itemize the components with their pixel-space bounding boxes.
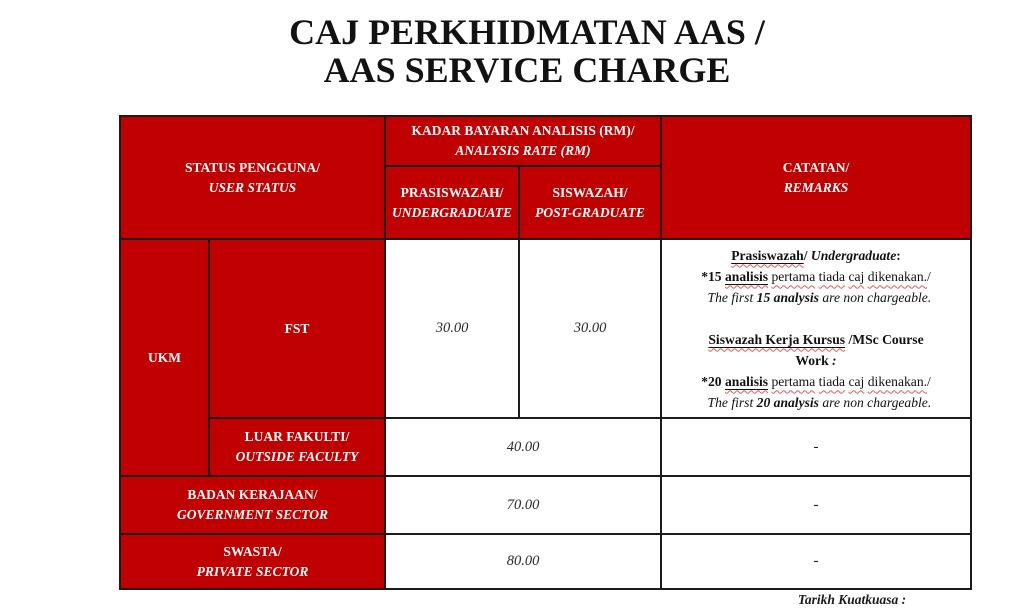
remarks-line: Siswazah Kerja Kursus /MSc Course [708,331,924,347]
cell-fst-remarks: Prasiswazah/ Undergraduate: *15 analisis … [660,238,972,419]
remarks-line [663,308,969,329]
cell-government-line2: GOVERNMENT SECTOR [177,507,328,522]
page-title-line1: CAJ PERKHIDMATAN AAS / [289,12,765,52]
cell-outside-faculty-line1: LUAR FAKULTI/ [244,429,350,444]
remarks-line: *15 analisis pertama tiada caj dikenakan… [701,268,931,284]
remarks-line: Prasiswazah/ Undergraduate: [731,247,901,263]
header-analysis-rate-line1: KADAR BAYARAN ANALISIS (RM)/ [411,123,635,138]
header-postgraduate: SISWAZAH/ POST-GRADUATE [518,165,662,240]
header-remarks-line1: CATATAN/ [782,159,850,175]
remarks-line: The first 20 analysis are non chargeable… [700,394,932,410]
cell-fst-postgraduate-rate: 30.00 [518,238,662,419]
cell-fst-label: FST [284,320,310,336]
cell-ukm: UKM [119,238,210,477]
header-undergraduate-line2: UNDERGRADUATE [391,204,513,220]
page-title-line2: AAS SERVICE CHARGE [323,50,731,91]
header-user-status-line2: USER STATUS [208,179,297,195]
cell-private-rate: 80.00 [384,533,662,590]
cell-outside-faculty-line2: OUTSIDE FACULTY [235,449,359,464]
row-outside-faculty: LUAR FAKULTI/ OUTSIDE FACULTY 40.00 - [120,417,972,477]
header-analysis-rate: KADAR BAYARAN ANALISIS (RM)/ ANALYSIS RA… [384,115,662,167]
effective-date-label: Tarikh Kuatkuasa : [797,592,907,607]
cell-government-rate: 70.00 [384,475,662,535]
cell-government-remark: - [660,475,972,535]
remarks-line: The first 15 analysis are non chargeable… [700,289,932,305]
remarks-line: Work : [795,352,837,368]
header-undergraduate-line1: PRASISWAZAH/ [400,184,504,200]
cell-private-line1: SWASTA/ [223,543,282,559]
cell-outside-faculty-rate: 40.00 [384,417,662,477]
header-analysis-rate-line2: ANALYSIS RATE (RM) [455,143,591,158]
cell-private-remark: - [660,533,972,590]
cell-private: SWASTA/ PRIVATE SECTOR [119,533,386,590]
cell-outside-faculty: LUAR FAKULTI/ OUTSIDE FACULTY [208,417,386,477]
cell-ukm-label: UKM [148,349,181,365]
cell-outside-faculty-remark: - [660,417,972,477]
header-postgraduate-line2: POST-GRADUATE [535,204,645,220]
header-row-top: STATUS PENGGUNA/ USER STATUS KADAR BAYAR… [119,115,972,240]
row-government: BADAN KERAJAAN/ GOVERNMENT SECTOR 70.00 … [119,475,972,535]
cell-fst: FST [208,238,386,419]
row-private: SWASTA/ PRIVATE SECTOR 80.00 - [119,533,972,590]
remarks-line: *20 analisis pertama tiada caj dikenakan… [701,373,931,389]
row-ukm-fst: UKM FST 30.00 30.00 Prasiswazah/ Undergr… [119,238,972,477]
header-remarks-line2: REMARKS [783,179,849,195]
cell-government-line1: BADAN KERAJAAN/ [187,487,318,502]
header-user-status: STATUS PENGGUNA/ USER STATUS [119,115,386,240]
page-title: CAJ PERKHIDMATAN AAS / AAS SERVICE CHARG… [0,13,1024,89]
header-postgraduate-line1: SISWAZAH/ [552,184,628,200]
cell-government: BADAN KERAJAAN/ GOVERNMENT SECTOR [119,475,386,535]
cell-fst-undergraduate-rate: 30.00 [384,238,520,419]
header-row-sub: PRASISWAZAH/ UNDERGRADUATE SISWAZAH/ POS… [120,165,971,240]
cell-private-line2: PRIVATE SECTOR [196,563,309,579]
header-remarks: CATATAN/ REMARKS [660,115,972,240]
header-user-status-line1: STATUS PENGGUNA/ [185,159,320,175]
service-charge-table: STATUS PENGGUNA/ USER STATUS KADAR BAYAR… [119,115,972,590]
header-undergraduate: PRASISWAZAH/ UNDERGRADUATE [384,165,520,240]
